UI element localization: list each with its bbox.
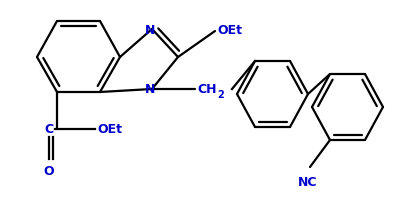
Text: OEt: OEt	[217, 23, 242, 36]
Text: N: N	[145, 83, 155, 96]
Text: CH: CH	[197, 83, 217, 96]
Text: 2: 2	[217, 90, 224, 99]
Text: N: N	[145, 23, 155, 36]
Text: OEt: OEt	[97, 123, 122, 136]
Text: NC: NC	[298, 175, 318, 188]
Text: C: C	[44, 123, 54, 136]
Text: O: O	[44, 165, 54, 178]
